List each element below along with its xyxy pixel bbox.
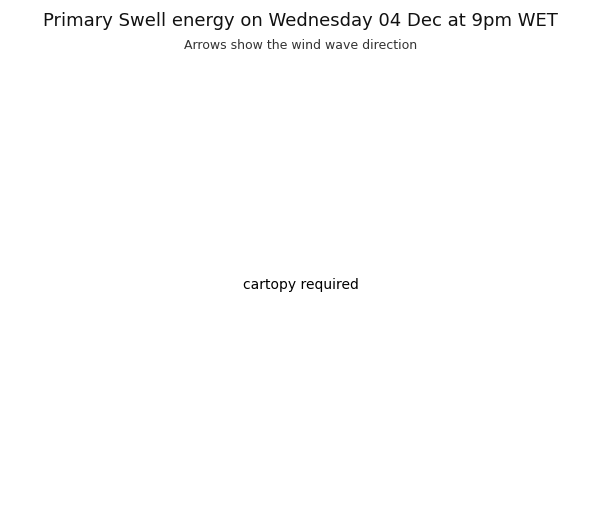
Text: cartopy required: cartopy required (243, 278, 358, 292)
Text: Primary Swell energy on Wednesday 04 Dec at 9pm WET: Primary Swell energy on Wednesday 04 Dec… (43, 12, 558, 30)
Text: Arrows show the wind wave direction: Arrows show the wind wave direction (184, 39, 417, 52)
